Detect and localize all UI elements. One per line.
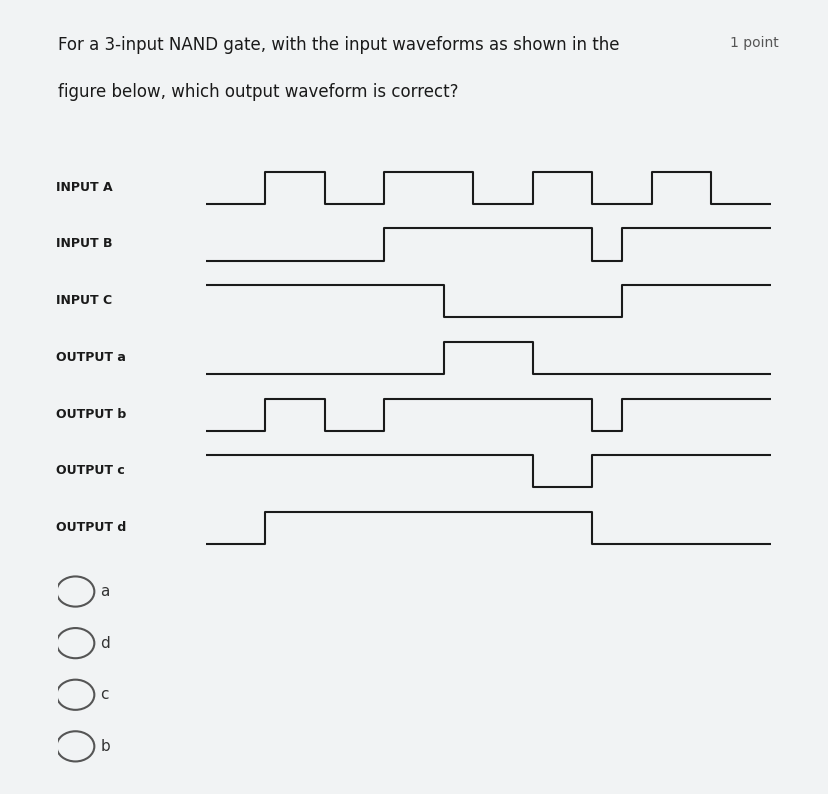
Text: INPUT A: INPUT A [56, 181, 113, 194]
Text: OUTPUT d: OUTPUT d [56, 521, 127, 534]
Text: a: a [100, 584, 109, 599]
Text: OUTPUT a: OUTPUT a [56, 351, 126, 364]
Text: c: c [100, 688, 108, 702]
Text: 1 point: 1 point [729, 36, 777, 50]
Text: OUTPUT b: OUTPUT b [56, 407, 127, 421]
Text: figure below, which output waveform is correct?: figure below, which output waveform is c… [58, 83, 458, 101]
Text: INPUT B: INPUT B [56, 237, 113, 250]
Text: For a 3-input NAND gate, with the input waveforms as shown in the: For a 3-input NAND gate, with the input … [58, 36, 619, 54]
Text: d: d [100, 636, 110, 650]
Text: b: b [100, 739, 110, 754]
Text: INPUT C: INPUT C [56, 294, 113, 307]
Text: OUTPUT c: OUTPUT c [56, 464, 125, 477]
